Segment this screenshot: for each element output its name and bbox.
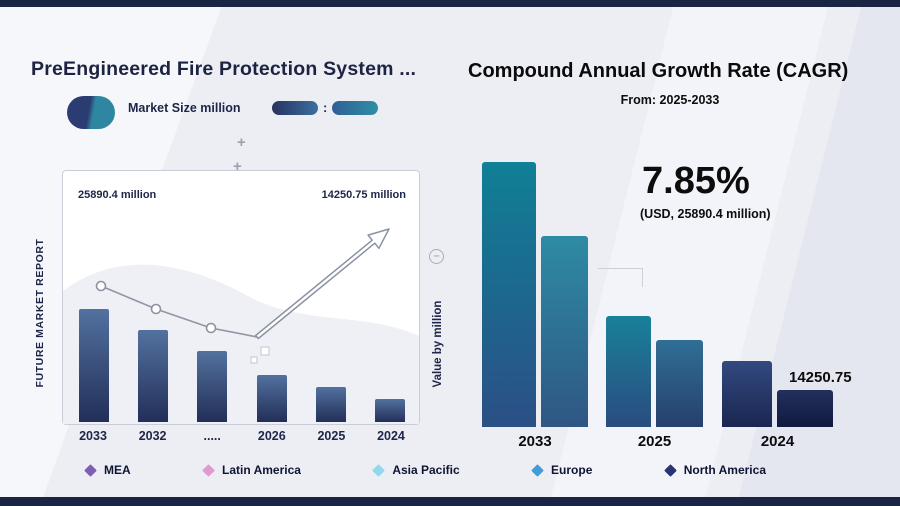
cagr-title: Compound Annual Growth Rate (CAGR) xyxy=(468,60,849,82)
diamond-icon xyxy=(372,463,386,477)
market-size-legend-label: Market Size million xyxy=(128,101,241,115)
cagr-value: 7.85% xyxy=(642,160,750,202)
x-tick-2033: 2033 xyxy=(79,429,107,443)
x-tick-2024: 2024 xyxy=(377,429,405,443)
x-tick-2025: 2025 xyxy=(317,429,346,443)
cagr-chart: 2033 2025 2024 xyxy=(470,150,880,450)
region-label: Europe xyxy=(551,463,593,477)
cagr-bar-2033-1 xyxy=(482,162,536,427)
cagr-note: (USD, 25890.4 million) xyxy=(640,207,771,221)
region-legend-north-america: North America xyxy=(663,463,766,477)
regions-legend: MEA Latin America Asia Pacific Europe North … xyxy=(84,463,766,477)
market-size-x-axis: 2033 2032..... 2026 2025 2024 xyxy=(78,429,406,443)
cagr-x-tick-2025: 2025 xyxy=(637,433,672,450)
market-title: PreEngineered Fire Protection System ... xyxy=(31,58,417,80)
region-label: Latin America xyxy=(222,463,301,477)
cagr-bar-2024-2 xyxy=(777,390,833,427)
minus-circle-icon: – xyxy=(429,249,444,264)
cagr-x-tick-2033: 2033 xyxy=(518,433,552,450)
value-by-million-label: Value by million xyxy=(432,300,444,388)
legend-pill-2 xyxy=(332,101,379,115)
region-legend-latin-america: Latin America xyxy=(202,463,301,477)
region-legend-mea: MEA xyxy=(84,463,131,477)
cagr-bar-group-2025: 2025 xyxy=(606,316,703,450)
cagr-period: From: 2025-2033 xyxy=(620,93,720,107)
top-border-strip xyxy=(0,0,900,7)
region-label: MEA xyxy=(104,463,131,477)
end-value-label-left-chart: 14250.75 million xyxy=(321,189,406,201)
region-label: North America xyxy=(683,463,766,477)
corner-decoration xyxy=(598,268,643,287)
diamond-icon xyxy=(202,463,215,477)
cagr-bar-group-2024: 2024 xyxy=(722,361,833,450)
plus-decoration: + xyxy=(237,134,246,151)
legend-pill-1 xyxy=(272,101,318,115)
market-size-bar-2025 xyxy=(315,387,346,422)
cagr-bar-2024-1 xyxy=(722,361,772,427)
legend-pills: : xyxy=(272,100,379,115)
market-size-legend-icon xyxy=(67,96,115,129)
cagr-x-tick-2024: 2024 xyxy=(760,433,795,450)
x-tick-2026: 2026 xyxy=(257,429,286,443)
region-legend-europe: Europe xyxy=(531,463,593,477)
cagr-bar-2025-1 xyxy=(606,316,651,427)
pill-separator: : xyxy=(323,100,328,115)
region-label: Asia Pacific xyxy=(392,463,460,477)
x-tick-.....: ..... xyxy=(203,429,221,443)
diamond-icon xyxy=(531,463,544,477)
market-size-chart: 25890.4 million 14250.75 million xyxy=(62,170,420,425)
market-size-bar-2026 xyxy=(256,375,287,422)
cagr-bar-2033-2 xyxy=(541,236,588,427)
region-legend-asia-pacific: Asia Pacific xyxy=(372,463,460,477)
x-tick-2032: 2032 xyxy=(138,429,167,443)
plus-decoration: + xyxy=(233,158,242,175)
diamond-icon xyxy=(663,463,677,477)
bottom-border-strip xyxy=(0,497,900,506)
diamond-icon xyxy=(84,463,97,477)
cagr-bar-group-2033: 2033 xyxy=(482,162,588,450)
cagr-bar-2025-2 xyxy=(656,340,703,427)
end-value-label: 14250.75 xyxy=(789,369,852,386)
trend-line-and-arrow xyxy=(95,228,390,364)
future-market-report-label: FUTURE MARKET REPORT xyxy=(34,238,46,388)
start-value-label: 25890.4 million xyxy=(78,189,157,201)
market-size-bar-2024 xyxy=(374,399,405,422)
